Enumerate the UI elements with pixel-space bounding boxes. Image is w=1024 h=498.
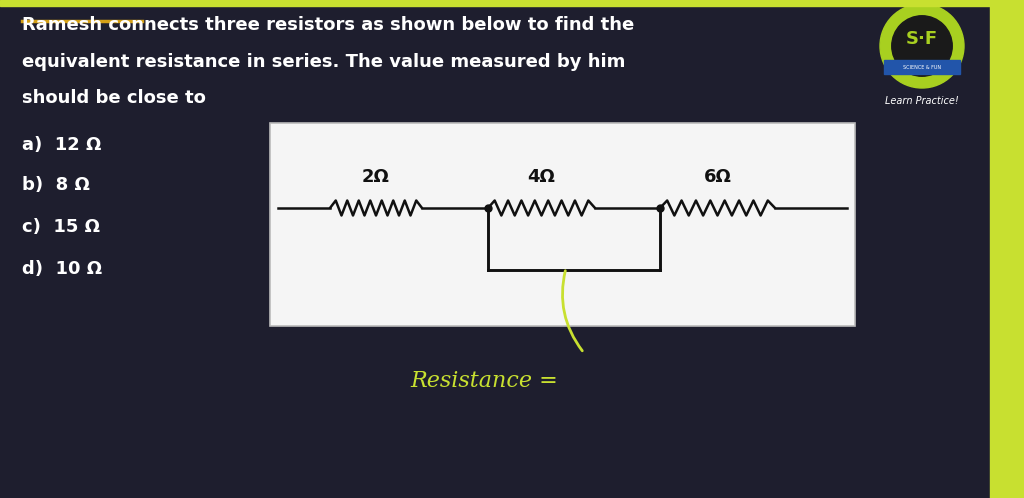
Text: equivalent resistance in series. The value measured by him: equivalent resistance in series. The val… bbox=[22, 53, 626, 71]
Circle shape bbox=[880, 4, 964, 88]
Text: Learn Practice!: Learn Practice! bbox=[885, 96, 958, 106]
Text: d)  10 Ω: d) 10 Ω bbox=[22, 260, 102, 278]
Bar bbox=[990, 0, 1024, 498]
FancyBboxPatch shape bbox=[270, 123, 855, 326]
Bar bbox=[0, 0, 1024, 6]
Text: Ramesh connects three resistors as shown below to find the: Ramesh connects three resistors as shown… bbox=[22, 16, 634, 34]
Text: 2Ω: 2Ω bbox=[362, 168, 390, 186]
Text: should be close to: should be close to bbox=[22, 89, 206, 107]
Text: b)  8 Ω: b) 8 Ω bbox=[22, 176, 90, 194]
Text: S·F: S·F bbox=[906, 30, 938, 48]
Bar bbox=[884, 60, 961, 74]
Text: SCIENCE & FUN: SCIENCE & FUN bbox=[903, 65, 941, 70]
Text: c)  15 Ω: c) 15 Ω bbox=[22, 218, 100, 236]
Text: 4Ω: 4Ω bbox=[527, 168, 555, 186]
Circle shape bbox=[892, 16, 952, 76]
Text: Resistance =: Resistance = bbox=[410, 370, 558, 392]
Text: 6Ω: 6Ω bbox=[703, 168, 731, 186]
Text: a)  12 Ω: a) 12 Ω bbox=[22, 136, 101, 154]
